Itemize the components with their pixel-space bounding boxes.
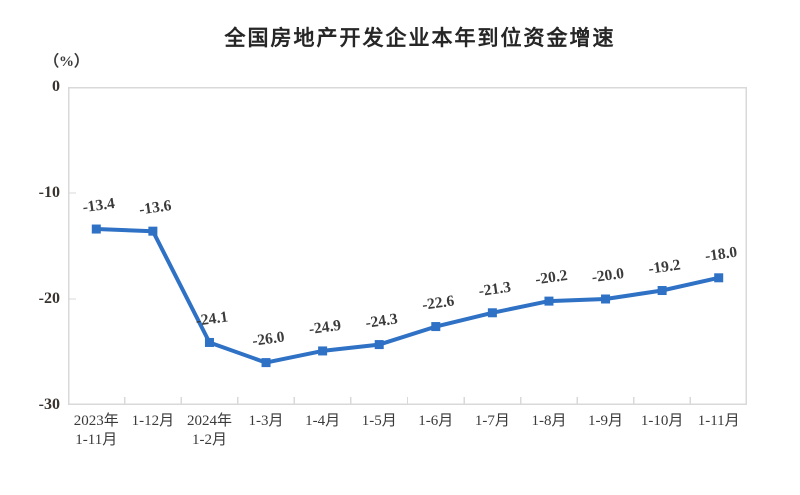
data-point-marker bbox=[374, 340, 384, 350]
x-axis-label: 1-7月 bbox=[474, 413, 510, 429]
data-point-marker bbox=[148, 226, 158, 236]
x-axis-label: 1-4月 bbox=[305, 413, 341, 429]
data-point-marker bbox=[601, 294, 611, 304]
data-label: -13.6 bbox=[138, 197, 173, 218]
plot-area: -13.4 -13.6 -24.1 -26.0 -24.9 -24.3 -22.6 -21.3… bbox=[68, 87, 747, 405]
y-axis-tick-label: -20 bbox=[38, 290, 60, 307]
data-point-marker bbox=[204, 337, 214, 347]
data-point-marker bbox=[431, 322, 441, 332]
data-label: -19.2 bbox=[647, 256, 682, 277]
plot-border bbox=[68, 87, 747, 405]
data-point-marker bbox=[544, 296, 554, 306]
y-axis-tick-label: 0 bbox=[52, 78, 60, 95]
data-point-marker bbox=[487, 308, 497, 318]
x-axis-label: 2023年 1-11月 bbox=[73, 413, 119, 448]
x-axis-label: 1-9月 bbox=[588, 413, 624, 429]
data-label: -26.0 bbox=[251, 328, 286, 349]
x-axis-label: 1-11月 bbox=[697, 413, 740, 429]
line-chart-svg: -13.4 -13.6 -24.1 -26.0 -24.9 -24.3 -22.6 -21.3… bbox=[68, 87, 747, 405]
x-axis-label: 1-12月 bbox=[131, 413, 175, 429]
data-point-marker bbox=[657, 286, 667, 296]
y-axis-tick-label: -30 bbox=[38, 396, 60, 413]
x-axis-label: 1-5月 bbox=[361, 413, 397, 429]
data-label: -24.1 bbox=[195, 308, 229, 329]
x-axis-label: 1-6月 bbox=[418, 413, 454, 429]
series-line bbox=[94, 227, 721, 365]
y-axis-unit-label: （%） bbox=[44, 54, 90, 70]
data-label: -22.6 bbox=[421, 292, 456, 313]
x-axis-label: 1-8月 bbox=[531, 413, 567, 429]
data-point-marker bbox=[261, 358, 271, 368]
x-axis-label: 1-10月 bbox=[640, 413, 684, 429]
data-point-marker bbox=[91, 224, 101, 234]
data-label: -20.2 bbox=[534, 267, 569, 288]
data-point-marker bbox=[714, 273, 724, 283]
y-axis-tick-label: -10 bbox=[38, 184, 60, 201]
data-label: -24.9 bbox=[308, 317, 343, 338]
data-point-marker bbox=[318, 346, 328, 356]
data-label: -20.0 bbox=[591, 265, 626, 286]
data-label: -24.3 bbox=[364, 310, 399, 331]
chart-title: 全国房地产开发企业本年到位资金增速 bbox=[224, 27, 616, 50]
data-label: -18.0 bbox=[704, 244, 739, 265]
x-axis-label: 2024年 1-2月 bbox=[186, 413, 232, 448]
x-axis-label: 1-3月 bbox=[248, 413, 284, 429]
data-label: -13.4 bbox=[81, 195, 116, 216]
data-label: -21.3 bbox=[478, 279, 513, 300]
